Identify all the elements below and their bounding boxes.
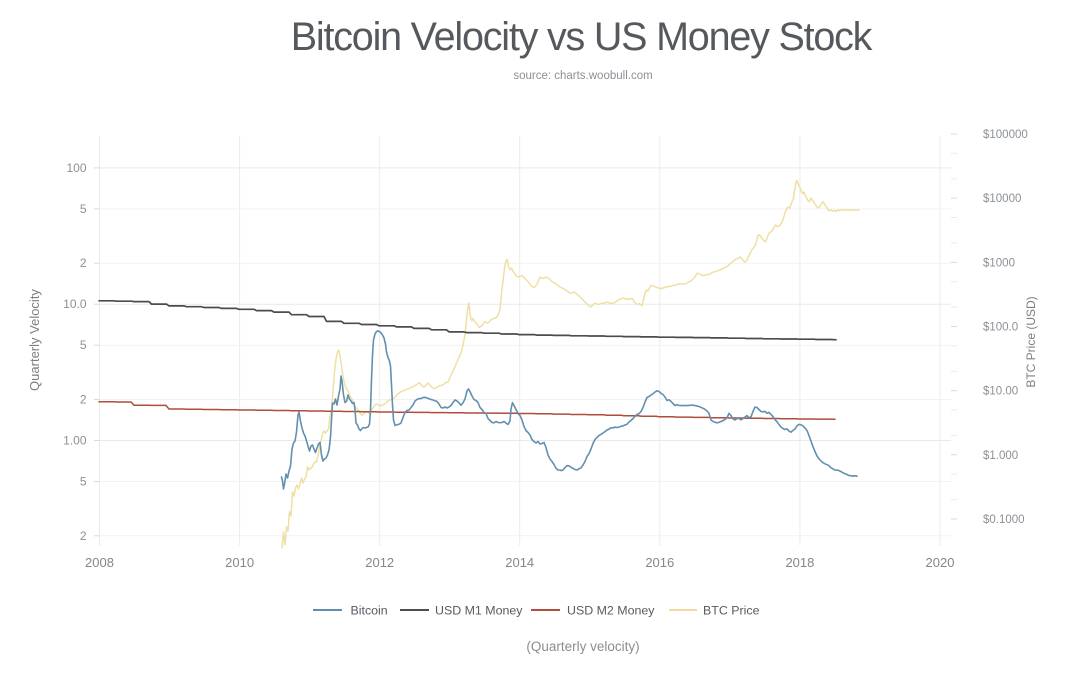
svg-text:$1000: $1000 [983,257,1015,269]
svg-text:5: 5 [80,202,87,216]
svg-text:2016: 2016 [645,555,674,570]
svg-text:10.0: 10.0 [63,297,87,311]
svg-text:$10000: $10000 [983,193,1021,205]
svg-text:100: 100 [66,161,86,175]
svg-text:USD M2 Money: USD M2 Money [567,604,655,618]
svg-text:BTC Price: BTC Price [703,604,760,618]
svg-text:2018: 2018 [785,555,814,570]
svg-text:BTC Price (USD): BTC Price (USD) [1024,296,1038,387]
svg-text:2012: 2012 [365,555,394,570]
svg-text:Bitcoin Velocity vs US Money S: Bitcoin Velocity vs US Money Stock [291,15,873,59]
svg-text:Quarterly Velocity: Quarterly Velocity [27,289,42,391]
svg-text:5: 5 [80,338,87,352]
svg-text:$10.00: $10.00 [983,386,1018,398]
svg-text:$0.1000: $0.1000 [983,514,1025,526]
svg-text:$1.000: $1.000 [983,450,1018,462]
svg-text:$100.0: $100.0 [983,322,1018,334]
svg-text:(Quarterly velocity): (Quarterly velocity) [526,639,639,654]
svg-text:2010: 2010 [225,555,254,570]
svg-text:5: 5 [80,475,87,489]
svg-text:$100000: $100000 [983,129,1028,141]
svg-text:2008: 2008 [85,555,114,570]
svg-text:source: charts.woobull.com: source: charts.woobull.com [513,70,652,82]
svg-text:2014: 2014 [505,555,534,570]
svg-text:1.00: 1.00 [63,434,87,448]
svg-text:USD M1 Money: USD M1 Money [435,604,523,618]
svg-text:Bitcoin: Bitcoin [351,604,388,618]
svg-text:2020: 2020 [926,555,955,570]
svg-text:2: 2 [80,529,87,543]
svg-text:2: 2 [80,256,87,270]
svg-text:2: 2 [80,393,87,407]
